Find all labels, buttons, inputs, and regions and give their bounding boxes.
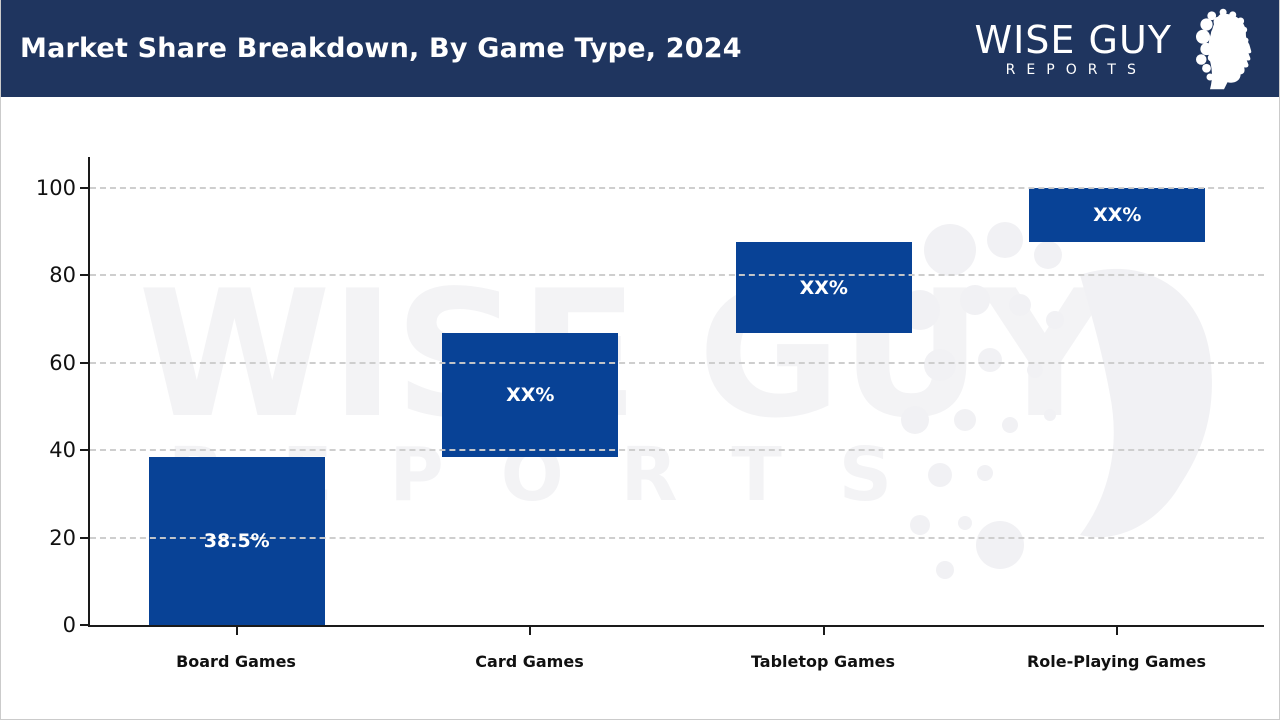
y-tick-label: 20: [49, 525, 76, 550]
y-tick-mark: [80, 536, 88, 539]
y-tick-label: 100: [35, 175, 76, 200]
wise-guy-reports-logo: WISE GUY REPORTS: [975, 7, 1252, 91]
gridline: [90, 361, 1264, 364]
y-tick-mark: [80, 624, 88, 626]
face-profile-icon: [1196, 8, 1252, 89]
x-tick-mark: [529, 627, 532, 635]
bar-value-label: XX%: [506, 383, 555, 406]
bar-value-label: 38.5%: [203, 529, 270, 552]
x-tick-mark: [822, 627, 825, 635]
logo-wordmark: WISE GUY REPORTS: [975, 21, 1172, 77]
x-axis-category-label: Tabletop Games: [750, 652, 896, 671]
y-tick-mark: [80, 186, 88, 189]
x-tick-mark: [235, 627, 238, 635]
waterfall-bar: [442, 333, 619, 457]
gridline: [90, 449, 1264, 451]
logo-subtitle: REPORTS: [1005, 61, 1147, 78]
plot-area: 0 20 40 60 80 100 38.5% Board Games XX% Card Game…: [36, 157, 1264, 671]
waterfall-bar: [148, 456, 325, 625]
y-tick-mark: [80, 449, 88, 451]
x-axis-category-label: Card Games: [475, 652, 584, 671]
y-tick-label: 40: [49, 438, 76, 462]
y-tick-label: 0: [62, 613, 76, 637]
x-axis-category-label: Role-Playing Games: [1026, 652, 1207, 671]
gridline: [90, 274, 1264, 276]
page-title: Market Share Breakdown, By Game Type, 20…: [20, 33, 742, 64]
waterfall-bar: [735, 242, 912, 334]
y-tick-mark: [80, 361, 88, 364]
x-tick-mark: [1116, 627, 1119, 635]
y-tick-mark: [80, 274, 88, 276]
y-tick-label: 60: [49, 350, 76, 375]
bar-value-label: XX%: [1093, 203, 1142, 226]
bar-value-label: XX%: [799, 276, 848, 299]
x-axis-category-label: Board Games: [176, 652, 296, 671]
waterfall-bar: [1029, 187, 1206, 243]
y-tick-label: 80: [49, 263, 76, 287]
logo-title: WISE GUY: [974, 17, 1172, 62]
header-bar: Market Share Breakdown, By Game Type, 20…: [0, 0, 1280, 97]
